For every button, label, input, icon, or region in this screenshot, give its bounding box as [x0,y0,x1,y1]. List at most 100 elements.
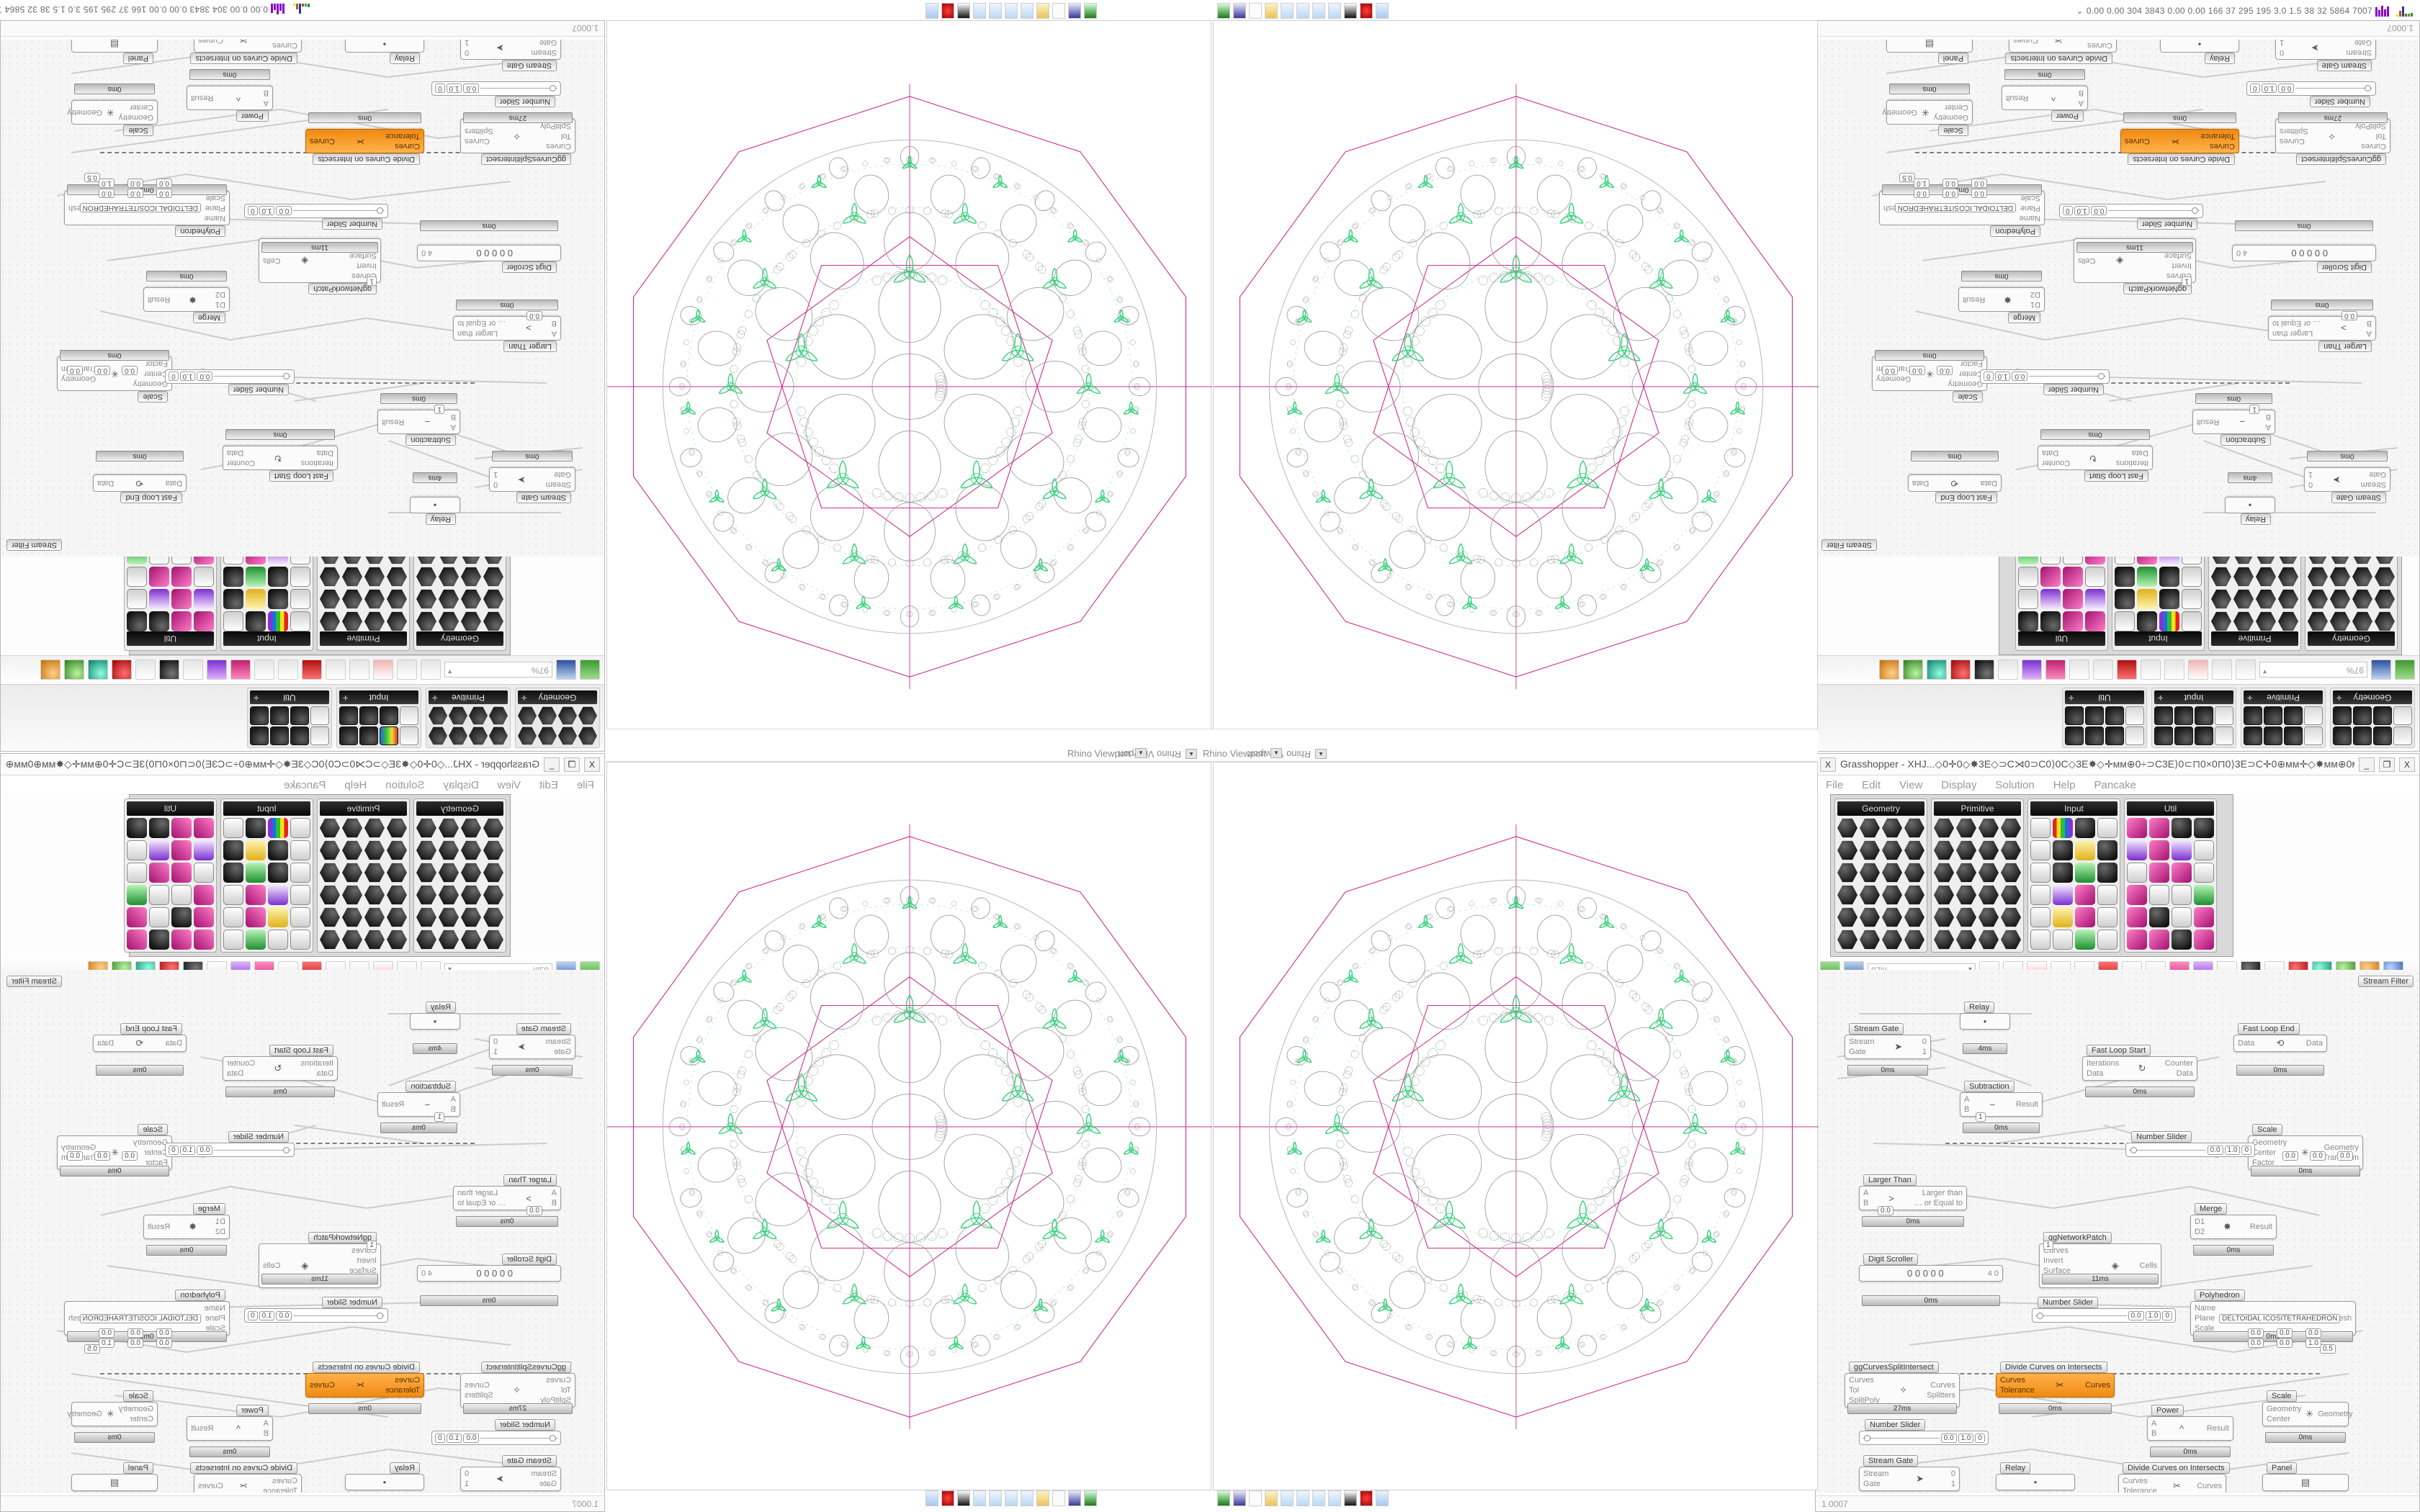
slider-value[interactable]: 0 [248,206,258,216]
component-nickname[interactable]: Stream Gate [2316,60,2372,71]
gh-component[interactable]: • [345,40,424,53]
palette-icon[interactable] [290,863,310,883]
palette-icon[interactable] [364,907,385,927]
component-output[interactable]: Result [382,418,405,426]
ribbon-icon[interactable] [270,706,289,725]
palette-icon[interactable] [1882,818,1902,838]
palette-icon[interactable] [320,840,340,860]
palette-icon[interactable] [342,907,362,927]
number-slider[interactable]: 0.0 1.0 0 [1859,1431,1989,1445]
palette-icon[interactable] [2352,589,2372,609]
polyhedron-name-field[interactable]: DELTOIDAL ICOSITETRAHEDRON [79,1314,201,1323]
palette-icon[interactable] [2097,863,2118,883]
palette-icon[interactable] [2211,567,2231,587]
component-input[interactable]: Geometry [1933,113,1968,122]
palette-icon[interactable] [268,589,288,609]
palette-icon[interactable] [1860,863,1880,883]
palette-icon[interactable] [1956,863,1976,883]
plane-origin-field[interactable]: 0.0 [127,1328,143,1338]
palette-icon[interactable] [127,885,147,905]
component-nickname[interactable]: Fast Loop End [2238,1023,2300,1035]
palette-icon[interactable] [2053,840,2073,860]
gh-component[interactable]: ▤ [2262,1474,2349,1491]
notepad-icon[interactable] [1296,3,1309,19]
palette-icon[interactable] [1882,840,1902,860]
component-input[interactable]: B [2151,1429,2157,1438]
gh-canvas-top-right[interactable]: Stream Gate ➤ 0 1 Stream Gate 0ms • Relay 4ms A B − R… [1816,40,2419,557]
component-nickname[interactable]: Number Slider [494,96,555,107]
palette-icon[interactable] [439,818,459,838]
plane-zaxis-field[interactable]: 0.0 [127,179,143,188]
menu-pancake[interactable]: Pancake [284,778,326,791]
palette-icon[interactable] [2063,589,2083,609]
palette-icon[interactable] [2330,589,2350,609]
gh-component[interactable]: • [345,1474,424,1490]
palette-group-input-br[interactable]: Input [2027,798,2120,953]
component-nickname[interactable]: Relay [2240,513,2271,525]
plane-origin-field[interactable]: 0.0 [2277,1328,2293,1338]
ribbon-tab-util-tr[interactable]: Util [2065,690,2144,704]
app-menu-icon[interactable]: X [1820,757,1836,772]
titlebar-bottom-left[interactable]: X ❐ _ Grasshopper - XHJ...◇0✛0◇✸3E◇⊃C⋊0⊃… [1,754,604,775]
component-nickname[interactable]: Relay [389,53,420,64]
slider-knob[interactable] [2365,85,2371,92]
palette-icon[interactable] [2172,818,2192,838]
component-nickname[interactable]: Divide Curves on Intersects [2128,153,2235,165]
gh-component[interactable]: Curves Tol SplitPoly ✧ Curves Splitters [460,119,575,153]
component-output[interactable]: Result [2249,1223,2272,1231]
component-nickname[interactable]: Larger Than [2318,341,2372,352]
component-nickname[interactable]: Merge [192,1203,225,1215]
component-input[interactable]: Data [316,449,333,457]
palette-icon[interactable] [246,611,266,631]
palette-icon[interactable] [149,589,169,609]
palette-icon[interactable] [2308,567,2328,587]
component-input[interactable]: A [2078,99,2084,107]
palette-icon[interactable] [439,930,459,950]
component-input[interactable]: A [1863,1189,1869,1197]
palette-icon[interactable] [364,611,385,631]
palette-icon[interactable] [320,863,340,883]
palette-icon[interactable] [127,863,147,883]
component-output[interactable]: Geometry [2323,1143,2359,1152]
gh-canvas-bottom-right[interactable]: Stream Gate ➤ 0 1 Stream Gate 0ms • Relay 4ms A B − R… [1816,970,2419,1493]
ribbon-icon[interactable] [2154,706,2173,725]
palette-grid-input-br[interactable] [2030,818,2118,950]
component-input[interactable]: Center [2267,1415,2291,1423]
notepad-icon[interactable] [1296,1490,1309,1506]
palette-icon[interactable] [1904,907,1924,927]
component-input[interactable]: B [551,1199,557,1207]
component-input[interactable]: Gate [539,40,557,47]
component-nickname[interactable]: Scale [1938,125,1968,136]
palette-icon[interactable] [2233,589,2254,609]
component-nickname[interactable]: Fast Loop Start [2087,1045,2151,1056]
ribbon-tab-geometry-tr[interactable]: Geometry [2333,690,2412,704]
palette-icon[interactable] [2030,885,2051,905]
palette-icon[interactable] [171,818,192,838]
number-slider[interactable]: 0.0 1.0 0 [2059,204,2203,218]
palette-icon[interactable] [364,885,385,905]
palette-icon[interactable] [2115,567,2135,587]
slider-knob[interactable] [2037,1312,2043,1319]
palette-icon[interactable] [290,611,310,631]
palette-icon[interactable] [320,589,340,609]
palette-icon[interactable] [1860,930,1880,950]
black-material-icon[interactable] [159,660,179,680]
calculator-icon[interactable] [926,3,938,19]
component-input[interactable]: Data [165,479,182,487]
ribbon-icon[interactable] [2085,726,2104,745]
palette-icon[interactable] [268,840,288,860]
component-nickname[interactable]: Merge [2195,1203,2228,1215]
palette-icon[interactable] [2127,818,2147,838]
palette-icon[interactable] [1978,818,1999,838]
calculator-icon[interactable] [1376,3,1389,19]
component-input[interactable]: D2 [2195,1228,2205,1236]
slider-knob[interactable] [283,373,290,380]
component-input[interactable]: Tolerance [385,132,420,140]
component-nickname[interactable]: Subtraction [405,1081,456,1092]
ribbon-icon[interactable] [290,706,309,725]
component-input[interactable]: Curves [546,1376,571,1385]
ribbon-icon[interactable] [2065,726,2084,745]
component-output[interactable]: 1 [2308,470,2313,479]
fit-view-icon[interactable] [2236,660,2256,680]
